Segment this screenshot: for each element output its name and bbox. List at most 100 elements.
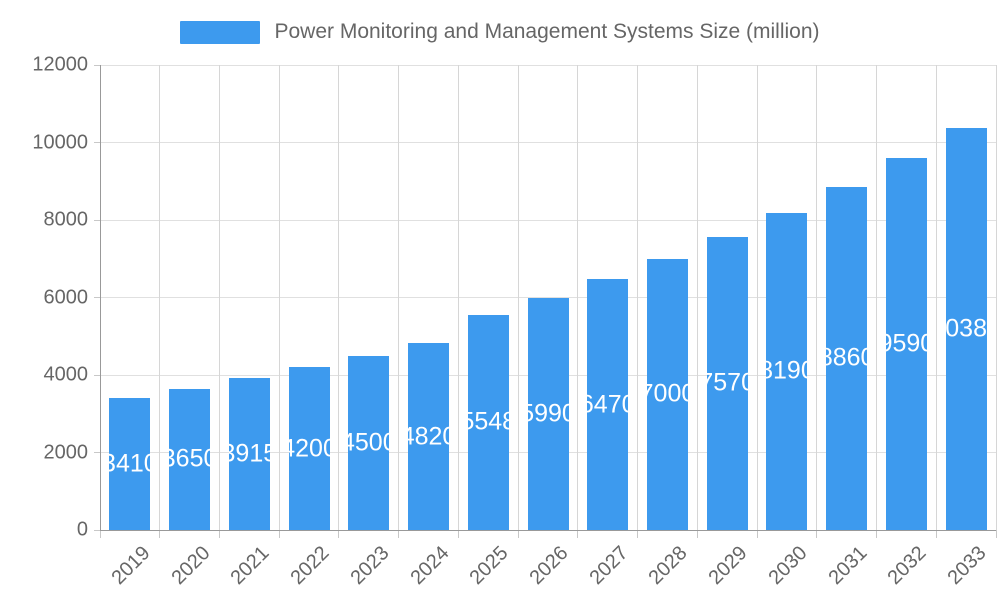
y-axis-tick — [94, 219, 100, 221]
y-gridline — [100, 64, 996, 66]
bar: 4820 — [408, 343, 450, 530]
y-axis-tick-label: 4000 — [43, 363, 89, 386]
y-gridline — [100, 142, 996, 143]
x-axis-tick — [398, 530, 400, 538]
bar: 8860 — [826, 186, 868, 530]
x-axis-tick-label: 2029 — [704, 542, 752, 590]
x-axis-tick-label: 2023 — [346, 542, 394, 590]
bar-value-label: 4200 — [289, 434, 330, 463]
x-axis-tick — [756, 530, 758, 538]
x-axis-tick — [637, 530, 639, 538]
x-axis-tick-label: 2032 — [883, 542, 931, 590]
x-axis-tick-label: 2033 — [943, 542, 991, 590]
x-gridline — [457, 65, 459, 530]
y-axis-line — [99, 65, 101, 530]
y-gridline — [100, 297, 996, 298]
bar-value-label: 4500 — [348, 428, 389, 457]
bar-value-label: 10380 — [945, 314, 987, 343]
bar-value-label: 6470 — [587, 390, 628, 419]
x-axis-tick — [995, 530, 997, 538]
bar: 5548 — [467, 315, 509, 530]
bar-value-label: 8190 — [766, 356, 807, 385]
bar: 3650 — [169, 388, 211, 530]
x-gridline — [995, 65, 997, 530]
y-axis-tick-label: 6000 — [43, 286, 89, 308]
x-gridline — [398, 65, 400, 530]
x-axis-tick-label: 2031 — [824, 542, 872, 590]
y-axis-tick-label: 2000 — [43, 441, 89, 463]
x-axis-tick-label: 2024 — [406, 542, 454, 590]
legend-swatch-icon — [180, 20, 261, 44]
bar: 3915 — [228, 378, 270, 530]
bar-value-label: 3410 — [109, 449, 150, 478]
bar: 7000 — [646, 258, 688, 530]
x-axis-tick-label: 2020 — [167, 542, 215, 590]
x-axis-tick — [278, 530, 280, 538]
legend[interactable]: Power Monitoring and Management Systems … — [0, 20, 1000, 44]
bar: 4200 — [288, 367, 330, 530]
x-gridline — [278, 65, 280, 530]
x-axis-tick-label: 2021 — [226, 542, 274, 590]
x-axis-tick-label: 2022 — [286, 542, 334, 590]
x-gridline — [756, 65, 758, 530]
y-axis-tick — [94, 64, 100, 66]
y-axis-tick-label: 8000 — [43, 208, 89, 231]
bar: 3410 — [109, 397, 151, 530]
y-axis-tick — [94, 374, 100, 376]
x-gridline — [577, 65, 579, 530]
x-axis-tick-label: 2026 — [525, 542, 573, 590]
y-axis-tick-label: 10000 — [32, 131, 88, 153]
y-axis-tick — [94, 452, 100, 453]
y-axis-tick — [94, 142, 100, 143]
y-axis-tick-label: 0 — [76, 518, 88, 541]
x-axis-tick-label: 2028 — [644, 542, 693, 590]
bar: 7570 — [706, 236, 748, 530]
y-gridline — [100, 219, 996, 221]
x-gridline — [517, 65, 519, 530]
x-axis-tick — [876, 530, 878, 538]
bar-value-label: 8860 — [826, 343, 867, 372]
y-axis-tick — [94, 529, 100, 531]
x-axis-tick — [517, 530, 519, 538]
x-gridline — [696, 65, 698, 530]
x-axis-tick — [696, 530, 698, 538]
x-axis-tick — [935, 530, 937, 538]
x-gridline — [218, 65, 220, 530]
bar-value-label: 7570 — [707, 368, 748, 397]
bar-value-label: 3650 — [169, 444, 210, 473]
x-axis-tick — [577, 530, 579, 538]
bar-value-label: 5990 — [528, 399, 569, 428]
x-axis-tick — [457, 530, 459, 538]
bar: 9590 — [885, 158, 927, 530]
bar-value-label: 5548 — [468, 407, 509, 436]
y-axis-tick — [94, 297, 100, 298]
bar: 6470 — [587, 279, 629, 530]
bar-value-label: 7000 — [647, 379, 688, 408]
x-axis-tick — [218, 530, 220, 538]
x-axis-tick — [159, 530, 161, 538]
bar: 10380 — [945, 127, 987, 530]
bar-value-label: 3915 — [229, 439, 270, 468]
bar-value-label: 9590 — [886, 329, 927, 358]
x-gridline — [159, 65, 161, 530]
legend-label: Power Monitoring and Management Systems … — [274, 20, 820, 43]
x-axis-tick-label: 2019 — [107, 542, 155, 590]
x-axis-tick-label: 2025 — [465, 542, 513, 590]
x-axis-tick-label: 2030 — [764, 542, 812, 590]
bar: 5990 — [527, 297, 569, 530]
x-axis-tick — [338, 530, 340, 538]
x-gridline — [876, 65, 878, 530]
x-gridline — [637, 65, 639, 530]
x-axis-tick — [99, 530, 101, 538]
x-axis-tick — [816, 530, 818, 538]
bar: 8190 — [766, 212, 808, 530]
x-gridline — [935, 65, 937, 530]
x-gridline — [816, 65, 818, 530]
bar-value-label: 4820 — [408, 422, 449, 451]
y-axis-tick-label: 12000 — [32, 53, 88, 76]
bar: 4500 — [348, 355, 390, 530]
x-gridline — [338, 65, 340, 530]
x-axis-tick-label: 2027 — [585, 542, 633, 590]
